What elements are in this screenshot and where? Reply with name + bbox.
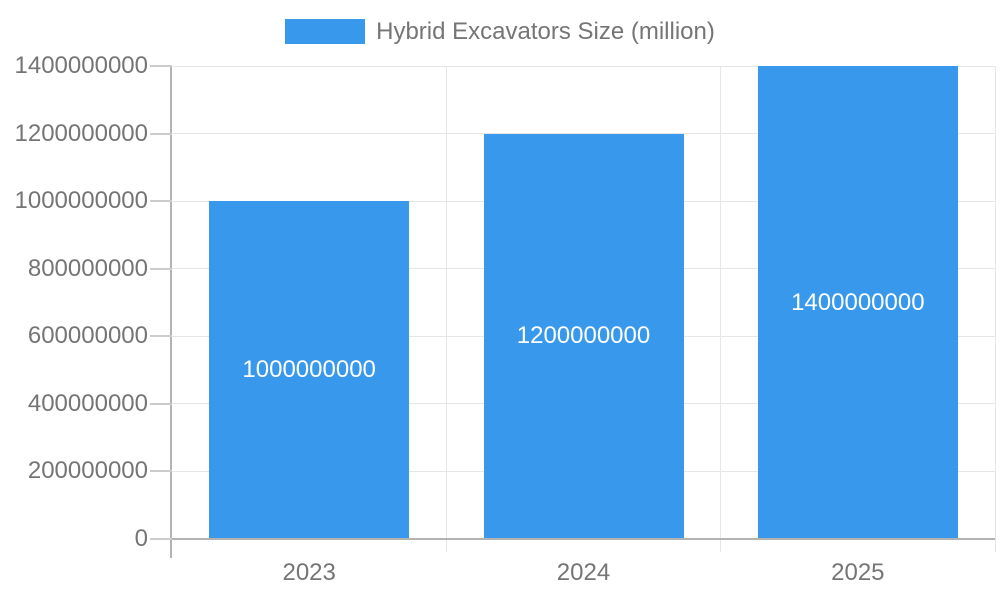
x-tick	[720, 539, 722, 552]
y-tick-label: 800000000	[27, 254, 148, 282]
x-tick-label: 2024	[556, 559, 611, 586]
x-tick	[994, 539, 996, 552]
y-tick-label: 1200000000	[14, 119, 148, 147]
x-tick-label: 2025	[831, 559, 885, 586]
bar-value-label: 1400000000	[791, 288, 925, 316]
bar	[209, 201, 410, 539]
y-tick-label: 1400000000	[14, 52, 148, 79]
y-gridline	[172, 65, 995, 67]
y-tick	[150, 335, 172, 338]
y-tick	[150, 65, 172, 67]
y-tick-label: 0	[134, 525, 148, 552]
y-tick	[150, 470, 172, 473]
y-axis-line	[170, 66, 172, 558]
y-tick	[150, 200, 172, 203]
bar	[483, 133, 684, 539]
category-boundary-line	[445, 66, 447, 539]
y-tick-label: 200000000	[27, 457, 148, 485]
x-axis-line	[170, 538, 995, 540]
legend-label: Hybrid Excavators Size (million)	[376, 18, 715, 45]
bar-value-label: 1200000000	[516, 322, 651, 350]
y-tick-label: 600000000	[27, 322, 148, 350]
legend-swatch-icon	[285, 19, 366, 44]
x-tick-label: 2023	[282, 559, 336, 586]
bar-value-label: 1000000000	[242, 356, 376, 384]
y-tick-label: 400000000	[27, 389, 148, 417]
y-tick-label: 1000000000	[14, 187, 148, 215]
y-tick	[150, 538, 172, 540]
y-tick	[150, 267, 172, 270]
category-boundary-line	[994, 66, 996, 539]
category-boundary-line	[720, 66, 722, 539]
chart-legend: Hybrid Excavators Size (million)	[0, 19, 1000, 44]
y-tick	[150, 402, 172, 405]
bar	[757, 66, 958, 539]
y-tick	[150, 132, 172, 135]
x-tick	[445, 539, 447, 552]
